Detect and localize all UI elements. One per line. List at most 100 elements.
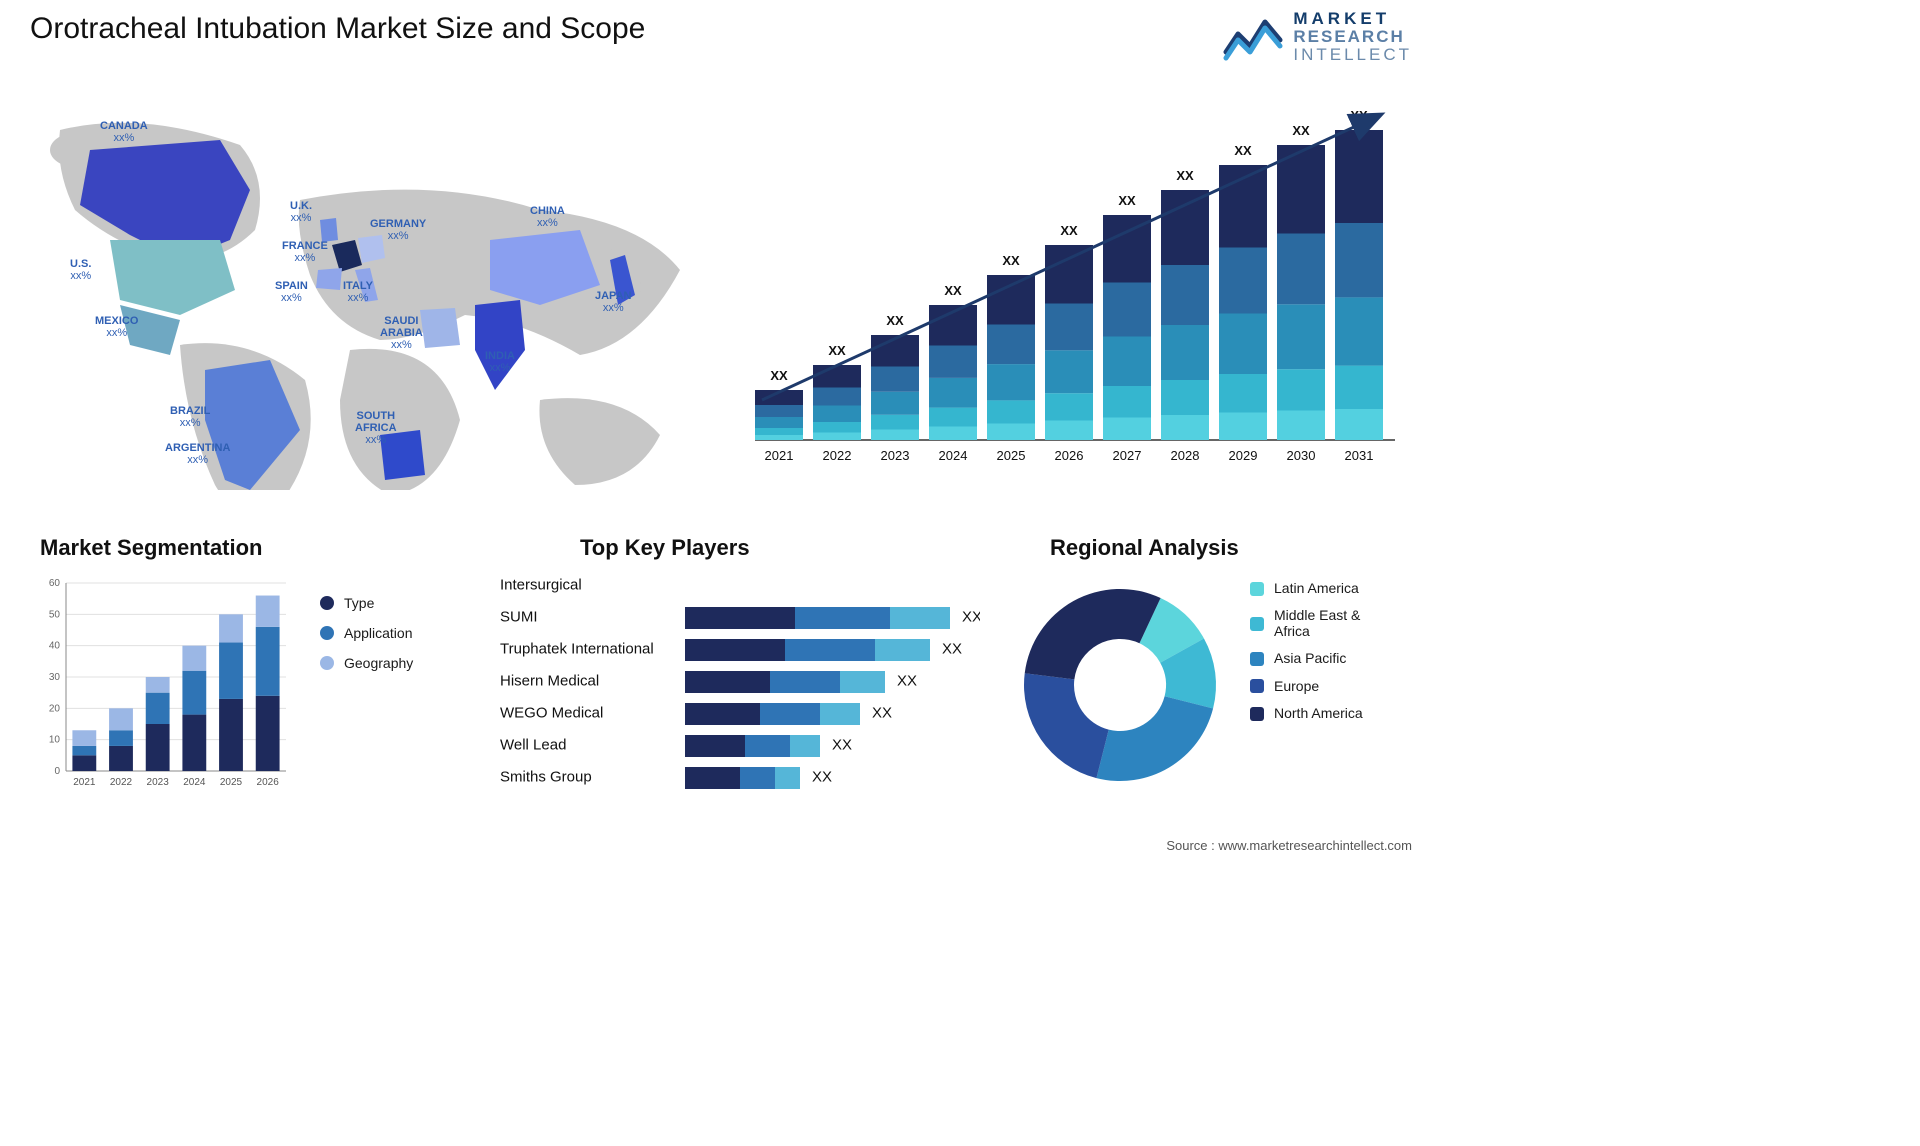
regional-title: Regional Analysis [1050, 535, 1440, 561]
main-bar-label-2024: XX [944, 283, 962, 298]
map-region-eu-uk [320, 218, 338, 242]
seg-bar-2022-2 [109, 708, 133, 730]
main-bar-label-2021: XX [770, 368, 788, 383]
main-bar-2024-seg3 [929, 346, 977, 378]
main-year-2025: 2025 [997, 448, 1026, 463]
svg-text:2021: 2021 [73, 777, 96, 788]
segmentation-legend: TypeApplicationGeography [320, 595, 413, 685]
kp-bar-6-2 [775, 767, 800, 789]
main-year-2031: 2031 [1345, 448, 1374, 463]
main-bar-2021-seg3 [755, 405, 803, 417]
seg-bar-2021-0 [72, 755, 96, 771]
seg-bar-2026-2 [256, 596, 280, 627]
svg-text:0: 0 [54, 766, 60, 777]
kp-bar-5-2 [790, 735, 820, 757]
keyplayers-title: Top Key Players [580, 535, 980, 561]
regional-donut-chart [1010, 565, 1240, 795]
map-label-germany: GERMANYxx% [370, 218, 426, 242]
main-year-2028: 2028 [1171, 448, 1200, 463]
map-label-mexico: MEXICOxx% [95, 315, 138, 339]
seg-bar-2024-0 [182, 715, 206, 771]
seg-bar-2026-0 [256, 696, 280, 771]
ra-legend-north-america: North America [1250, 706, 1363, 721]
map-label-japan: JAPANxx% [595, 290, 631, 314]
seg-bar-2022-0 [109, 746, 133, 771]
kp-bar-3-2 [840, 671, 885, 693]
donut-slice-3 [1024, 673, 1109, 778]
main-bar-2022-seg3 [813, 388, 861, 406]
svg-text:2022: 2022 [110, 777, 133, 788]
seg-bar-2024-2 [182, 646, 206, 671]
kp-value-4: XX [872, 705, 892, 722]
seg-bar-2021-2 [72, 730, 96, 746]
map-label-saudi-arabia: SAUDIARABIAxx% [380, 315, 423, 351]
kp-value-1: XX [962, 609, 980, 626]
ra-legend-middle-east-africa: Middle East &Africa [1250, 608, 1363, 639]
world-map: CANADAxx%U.S.xx%MEXICOxx%BRAZILxx%ARGENT… [20, 90, 720, 490]
seg-bar-2023-0 [146, 724, 170, 771]
main-bar-2026-seg2 [1045, 350, 1093, 393]
svg-text:60: 60 [49, 578, 61, 589]
logo-line3: INTELLECT [1293, 46, 1412, 64]
kp-bar-3-1 [770, 671, 840, 693]
main-bar-2029-seg1 [1219, 374, 1267, 413]
main-bar-2022-seg0 [813, 433, 861, 441]
main-bar-2024-seg0 [929, 427, 977, 441]
kp-value-5: XX [832, 737, 852, 754]
kp-value-6: XX [812, 769, 832, 786]
main-bar-2030-seg3 [1277, 234, 1325, 305]
main-bar-2028-seg1 [1161, 380, 1209, 415]
main-year-2024: 2024 [939, 448, 968, 463]
map-label-spain: SPAINxx% [275, 280, 308, 304]
kp-name-4: WEGO Medical [500, 705, 603, 722]
map-label-canada: CANADAxx% [100, 120, 148, 144]
main-year-2027: 2027 [1113, 448, 1142, 463]
seg-legend-geography: Geography [320, 655, 413, 671]
svg-text:2026: 2026 [257, 777, 280, 788]
main-bar-2027-seg0 [1103, 418, 1151, 441]
main-year-2022: 2022 [823, 448, 852, 463]
source-credit: Source : www.marketresearchintellect.com [1166, 838, 1412, 853]
kp-bar-1-2 [890, 607, 950, 629]
kp-name-2: Truphatek International [500, 641, 654, 658]
map-region-us [110, 240, 235, 315]
kp-bar-4-0 [685, 703, 760, 725]
main-bar-label-2030: XX [1292, 123, 1310, 138]
main-bar-label-2023: XX [886, 313, 904, 328]
seg-bar-2024-1 [182, 671, 206, 715]
main-bar-2028-seg4 [1161, 190, 1209, 265]
main-bar-2025-seg1 [987, 400, 1035, 423]
svg-text:50: 50 [49, 609, 61, 620]
svg-text:10: 10 [49, 735, 61, 746]
kp-bar-4-1 [760, 703, 820, 725]
main-bar-2028-seg2 [1161, 325, 1209, 380]
map-region-eu-sp [316, 268, 342, 290]
logo-line1: MARKET [1293, 10, 1412, 28]
map-label-india: INDIAxx% [485, 350, 515, 374]
main-bar-2026-seg3 [1045, 304, 1093, 351]
seg-legend-application: Application [320, 625, 413, 641]
main-bar-2025-seg4 [987, 275, 1035, 325]
seg-bar-2025-0 [219, 699, 243, 771]
map-label-argentina: ARGENTINAxx% [165, 442, 230, 466]
seg-bar-2026-1 [256, 627, 280, 696]
main-bar-2025-seg2 [987, 364, 1035, 400]
main-bar-2022-seg4 [813, 365, 861, 388]
main-growth-chart: XX2021XX2022XX2023XX2024XX2025XX2026XX20… [740, 100, 1410, 480]
kp-bar-1-1 [795, 607, 890, 629]
map-label-italy: ITALYxx% [343, 280, 373, 304]
main-bar-2023-seg3 [871, 367, 919, 392]
map-label-south-africa: SOUTHAFRICAxx% [355, 410, 397, 446]
main-year-2021: 2021 [765, 448, 794, 463]
main-year-2026: 2026 [1055, 448, 1084, 463]
main-year-2030: 2030 [1287, 448, 1316, 463]
main-bar-2025-seg0 [987, 424, 1035, 441]
main-bar-2022-seg2 [813, 406, 861, 423]
main-bar-2027-seg1 [1103, 386, 1151, 418]
kp-name-5: Well Lead [500, 737, 566, 754]
kp-value-3: XX [897, 673, 917, 690]
kp-bar-3-0 [685, 671, 770, 693]
logo-line2: RESEARCH [1293, 28, 1412, 46]
main-bar-2029-seg3 [1219, 248, 1267, 314]
seg-bar-2022-1 [109, 730, 133, 746]
